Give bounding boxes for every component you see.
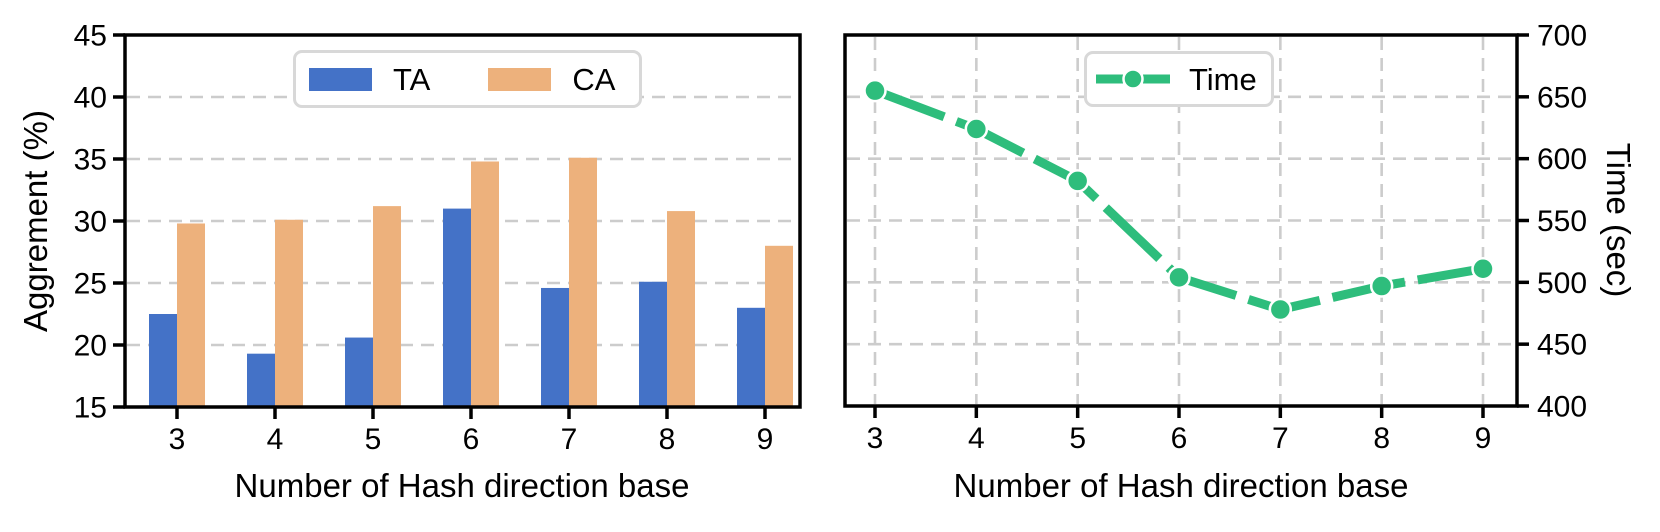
right-x-axis-label: Number of Hash direction base [953, 467, 1409, 504]
time-marker-icon [1096, 68, 1170, 90]
x-tick-label: 8 [659, 423, 676, 456]
data-point-marker-9 [1471, 256, 1495, 281]
y-tick-label: 500 [1537, 267, 1587, 300]
bar-ca-6 [471, 161, 499, 407]
data-point-marker-5 [1065, 169, 1090, 193]
y-tick-label: 15 [74, 392, 107, 425]
bar-ca-9 [765, 245, 793, 407]
ca-legend-swatch-icon [488, 67, 552, 91]
data-point-marker-8 [1369, 274, 1394, 298]
y-tick-label: 25 [74, 268, 107, 301]
bar-ca-5 [373, 206, 401, 407]
x-tick-label: 6 [1171, 422, 1188, 455]
y-tick-label: 35 [74, 144, 107, 177]
data-point-marker-7 [1268, 297, 1293, 322]
y-tick-label: 400 [1537, 391, 1587, 424]
x-tick-label: 7 [1272, 422, 1289, 455]
y-tick-label: 650 [1537, 81, 1587, 114]
x-tick-label: 6 [463, 423, 480, 456]
x-tick-label: 4 [968, 422, 985, 455]
bar-ta-7 [541, 287, 569, 407]
ta-legend-swatch-icon [309, 67, 372, 91]
y-tick-label: 20 [74, 330, 107, 363]
bar-chart-legend: TA CA [293, 50, 642, 108]
x-tick-label: 5 [1069, 422, 1086, 455]
data-point-marker-4 [964, 117, 989, 141]
ca-legend-label: CA [572, 61, 616, 97]
x-tick-label: 3 [867, 422, 884, 455]
x-tick-label: 3 [169, 423, 186, 456]
bar-ta-8 [639, 281, 667, 407]
left-y-axis-label: Aggrement (%) [17, 110, 54, 332]
x-tick-label: 9 [757, 423, 774, 456]
y-tick-label: 45 [74, 20, 107, 53]
x-tick-label: 9 [1475, 422, 1492, 455]
data-point-marker-3 [863, 78, 887, 103]
y-tick-label: 30 [74, 206, 107, 239]
y-tick-label: 450 [1537, 329, 1587, 362]
y-tick-label: 600 [1537, 143, 1587, 176]
y-tick-label: 40 [74, 82, 107, 115]
x-tick-label: 4 [267, 423, 284, 456]
time-legend-label: Time [1189, 61, 1257, 97]
bar-ca-4 [275, 219, 303, 407]
bar-ta-5 [345, 337, 373, 407]
y-tick-label: 550 [1537, 205, 1587, 238]
x-tick-label: 5 [365, 423, 382, 456]
bar-ta-3 [149, 314, 177, 407]
bar-ca-7 [569, 157, 597, 407]
right-y-axis-label: Time (sec) [1600, 142, 1637, 298]
bar-ta-4 [247, 353, 275, 407]
bar-ca-8 [667, 211, 695, 407]
x-tick-label: 8 [1373, 422, 1390, 455]
bar-ta-9 [737, 307, 765, 407]
x-tick-label: 7 [561, 423, 578, 456]
bar-ca-3 [177, 223, 205, 407]
bar-ta-6 [443, 208, 471, 407]
data-point-marker-6 [1167, 265, 1191, 290]
ta-legend-label: TA [393, 61, 431, 97]
time-legend-dot [1122, 68, 1144, 90]
y-tick-label: 700 [1537, 20, 1587, 53]
line-chart-legend: Time [1084, 51, 1274, 107]
left-x-axis-label: Number of Hash direction base [234, 467, 690, 504]
